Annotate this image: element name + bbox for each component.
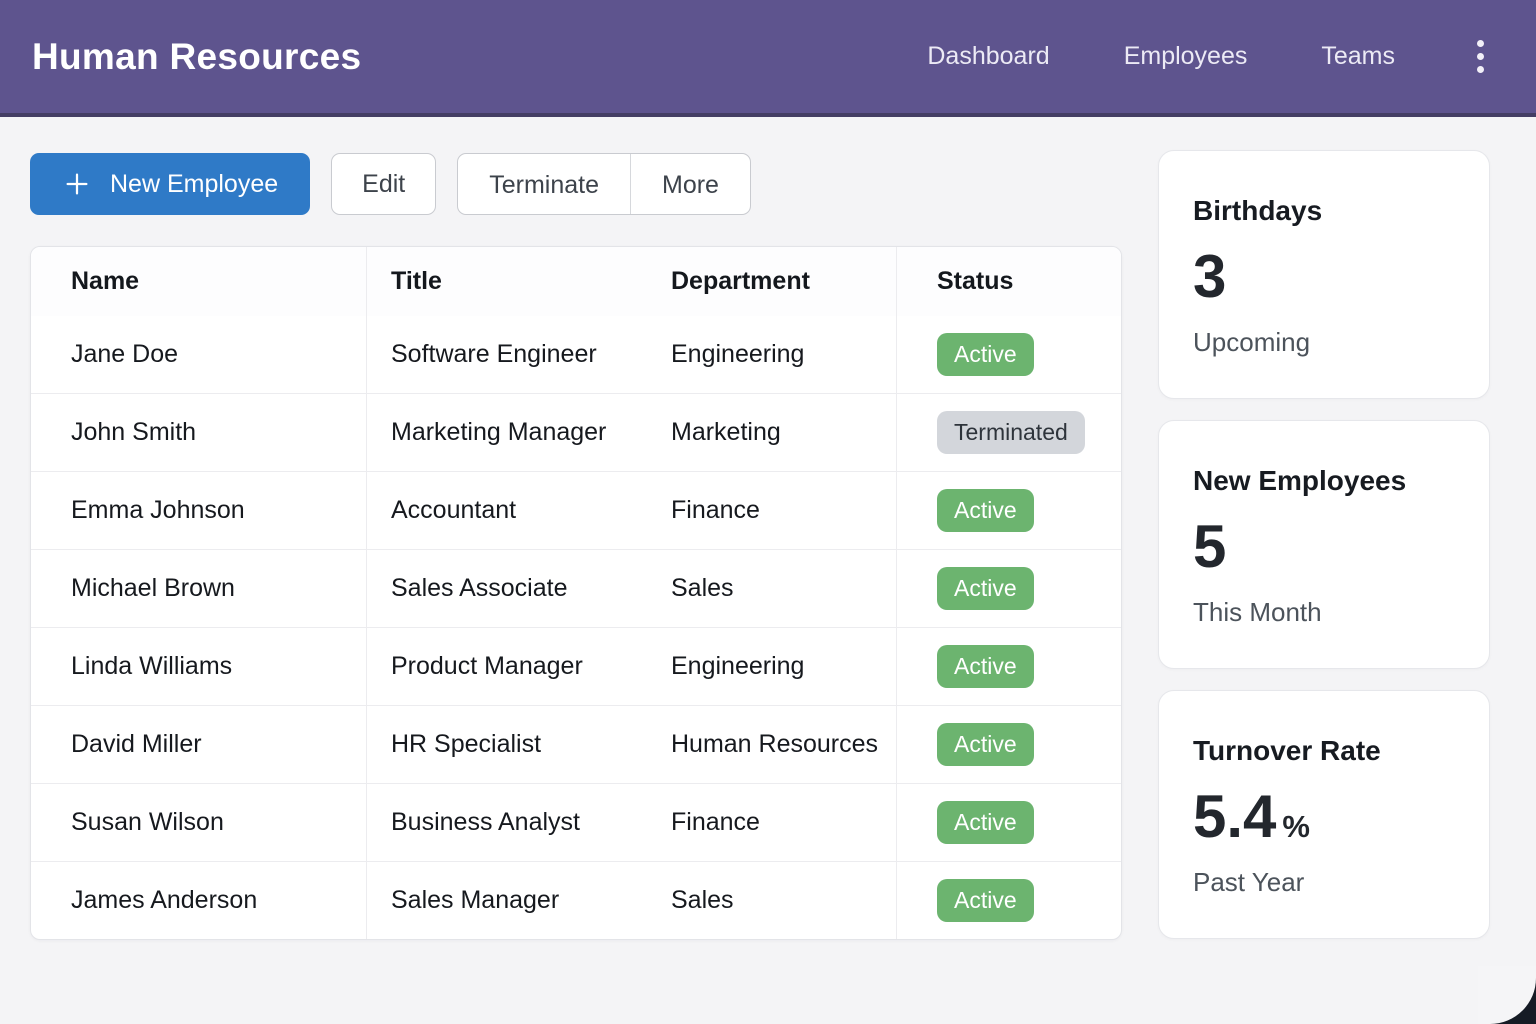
table-row[interactable]: Susan Wilson Business Analyst Finance Ac… — [31, 783, 1121, 861]
employee-title: Product Manager — [391, 652, 583, 680]
employee-title: Software Engineer — [391, 340, 597, 368]
employee-department: Marketing — [647, 394, 897, 471]
status-badge: Active — [937, 333, 1034, 376]
card-subtitle: Upcoming — [1193, 327, 1311, 357]
employee-title: Business Analyst — [391, 808, 580, 836]
employee-department: Finance — [647, 472, 897, 549]
column-header-name: Name — [31, 247, 367, 316]
new-employee-button[interactable]: New Employee — [30, 153, 311, 215]
card-value: 3 — [1193, 243, 1227, 310]
table-body: Jane Doe Software Engineer Engineering A… — [31, 316, 1121, 939]
turnover-rate-card: Turnover Rate 5.4 % Past Year — [1158, 690, 1490, 939]
employee-title: HR Specialist — [391, 730, 542, 758]
employee-title: Sales Manager — [391, 886, 560, 914]
status-badge: Active — [937, 723, 1034, 766]
stats-sidebar: Birthdays 3 Upcoming New Employees 5 Thi… — [1158, 150, 1490, 939]
column-header-status: Status — [897, 247, 1121, 316]
edit-button[interactable]: Edit — [331, 153, 437, 215]
card-subtitle: Past Year — [1193, 867, 1305, 897]
employee-department: Human Resources — [647, 706, 897, 783]
app-title: Human Resources — [32, 35, 362, 77]
employee-name: Linda Williams — [31, 628, 367, 705]
employee-department: Finance — [647, 784, 897, 861]
new-employees-card: New Employees 5 This Month — [1158, 420, 1490, 669]
employee-department: Sales — [647, 550, 897, 627]
column-header-department: Department — [647, 247, 897, 316]
status-badge: Active — [937, 489, 1034, 532]
table-row[interactable]: Emma Johnson Accountant Finance Active — [31, 471, 1121, 549]
card-value: 5 — [1193, 513, 1227, 580]
nav-item-teams[interactable]: Teams — [1321, 42, 1395, 70]
employee-name: Michael Brown — [31, 550, 367, 627]
nav-item-dashboard[interactable]: Dashboard — [927, 42, 1050, 70]
table-row[interactable]: Linda Williams Product Manager Engineeri… — [31, 627, 1121, 705]
employee-name: Emma Johnson — [31, 472, 367, 549]
more-button[interactable]: More — [630, 154, 750, 214]
table-row[interactable]: Jane Doe Software Engineer Engineering A… — [31, 316, 1121, 393]
employee-title: Marketing Manager — [391, 418, 607, 446]
percent-unit: % — [1282, 809, 1310, 844]
new-employee-label: New Employee — [110, 169, 279, 198]
birthdays-card: Birthdays 3 Upcoming — [1158, 150, 1490, 399]
app-header: Human Resources Dashboard Employees Team… — [0, 0, 1536, 117]
terminate-button[interactable]: Terminate — [458, 154, 630, 214]
card-title: New Employees — [1193, 465, 1407, 496]
table-row[interactable]: James Anderson Sales Manager Sales Activ… — [31, 861, 1121, 939]
status-badge: Active — [937, 801, 1034, 844]
employee-title: Sales Associate — [391, 574, 568, 602]
terminate-more-group: Terminate More — [457, 153, 751, 215]
table-row[interactable]: Michael Brown Sales Associate Sales Acti… — [31, 549, 1121, 627]
card-subtitle: This Month — [1193, 597, 1322, 627]
card-value: 5.4 % — [1193, 783, 1310, 850]
table-row[interactable]: John Smith Marketing Manager Marketing T… — [31, 393, 1121, 471]
employee-name: James Anderson — [31, 862, 367, 939]
table-header-row: Name Title Department Status — [31, 247, 1121, 316]
employee-name: David Miller — [31, 706, 367, 783]
status-badge: Active — [937, 879, 1034, 922]
employee-name: Jane Doe — [31, 316, 367, 393]
employee-department: Engineering — [647, 316, 897, 393]
employee-name: John Smith — [31, 394, 367, 471]
column-header-title: Title — [367, 247, 647, 316]
plus-icon — [62, 169, 92, 199]
window-corner — [1478, 966, 1536, 1024]
employee-department: Sales — [647, 862, 897, 939]
card-title: Birthdays — [1193, 195, 1323, 226]
kebab-menu-icon[interactable] — [1469, 34, 1492, 79]
table-row[interactable]: David Miller HR Specialist Human Resourc… — [31, 705, 1121, 783]
nav-item-employees[interactable]: Employees — [1123, 42, 1248, 70]
employee-name: Susan Wilson — [31, 784, 367, 861]
toolbar: New Employee Edit Terminate More — [30, 153, 1536, 215]
employee-title: Accountant — [391, 496, 517, 524]
employee-department: Engineering — [647, 628, 897, 705]
employee-table: Name Title Department Status Jane Doe So… — [30, 246, 1122, 940]
status-badge: Active — [937, 567, 1034, 610]
status-badge: Active — [937, 645, 1034, 688]
status-badge: Terminated — [937, 411, 1085, 454]
card-title: Turnover Rate — [1193, 735, 1381, 766]
top-nav: Dashboard Employees Teams — [927, 34, 1492, 79]
